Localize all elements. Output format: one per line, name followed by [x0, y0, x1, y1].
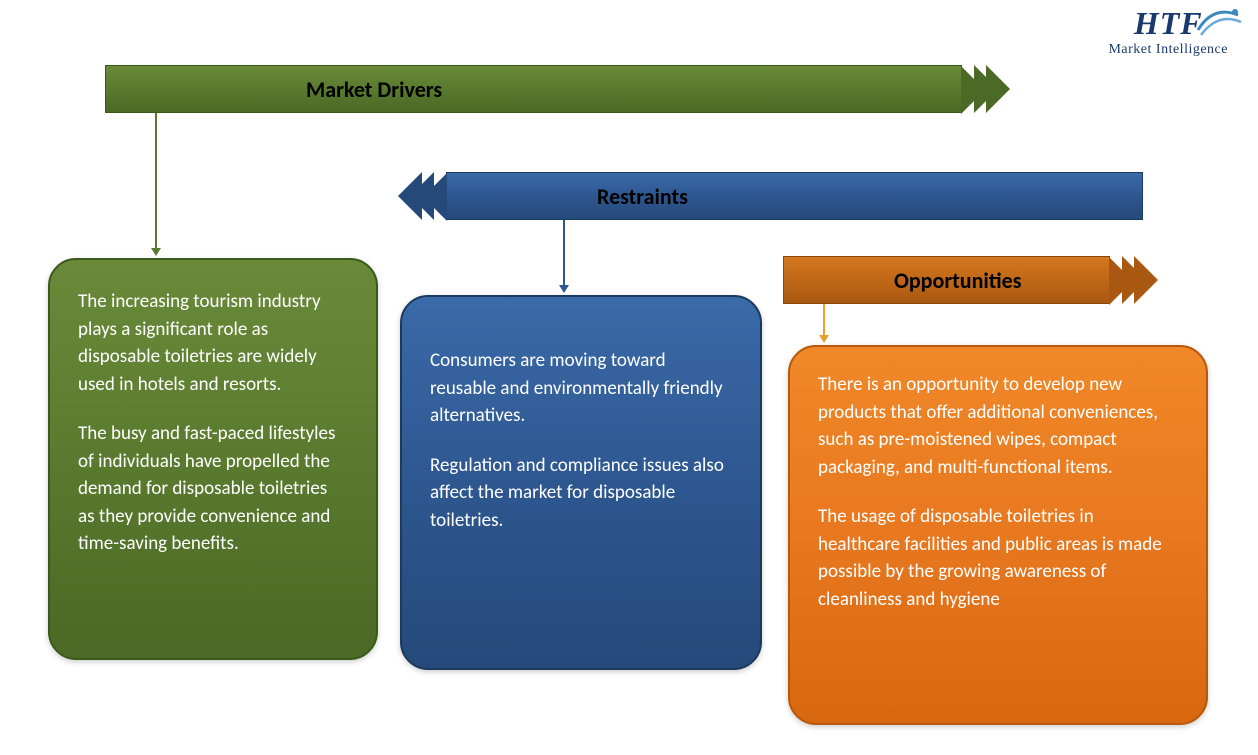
drivers-header: Market Drivers [105, 65, 1025, 113]
restraints-para1: Consumers are moving toward reusable and… [430, 347, 732, 430]
opportunities-para1: There is an opportunity to develop new p… [818, 371, 1178, 481]
opportunities-para2: The usage of disposable toiletries in he… [818, 503, 1178, 613]
opportunities-title: Opportunities [783, 256, 1110, 304]
restraints-connector [563, 220, 565, 287]
restraints-header: Restraints [383, 172, 1143, 220]
restraints-para2: Regulation and compliance issues also af… [430, 452, 732, 535]
drivers-connector [155, 113, 157, 250]
logo-swoosh-icon [1193, 0, 1243, 40]
drivers-title: Market Drivers [105, 65, 962, 113]
chevron-left-icon [410, 172, 434, 220]
restraints-title: Restraints [446, 172, 1143, 220]
chevron-right-icon [974, 65, 998, 113]
logo-tagline: Market Intelligence [1108, 42, 1228, 58]
drivers-card: The increasing tourism industry plays a … [48, 258, 378, 660]
chevron-right-icon [1122, 256, 1146, 304]
drivers-para1: The increasing tourism industry plays a … [78, 288, 348, 398]
drivers-para2: The busy and fast-paced lifestyles of in… [78, 420, 348, 558]
opportunities-header: Opportunities [783, 256, 1173, 304]
opportunities-card: There is an opportunity to develop new p… [788, 345, 1208, 725]
restraints-card: Consumers are moving toward reusable and… [400, 295, 762, 670]
opportunities-connector [823, 304, 825, 337]
logo: HTF Market Intelligence [1108, 5, 1228, 58]
